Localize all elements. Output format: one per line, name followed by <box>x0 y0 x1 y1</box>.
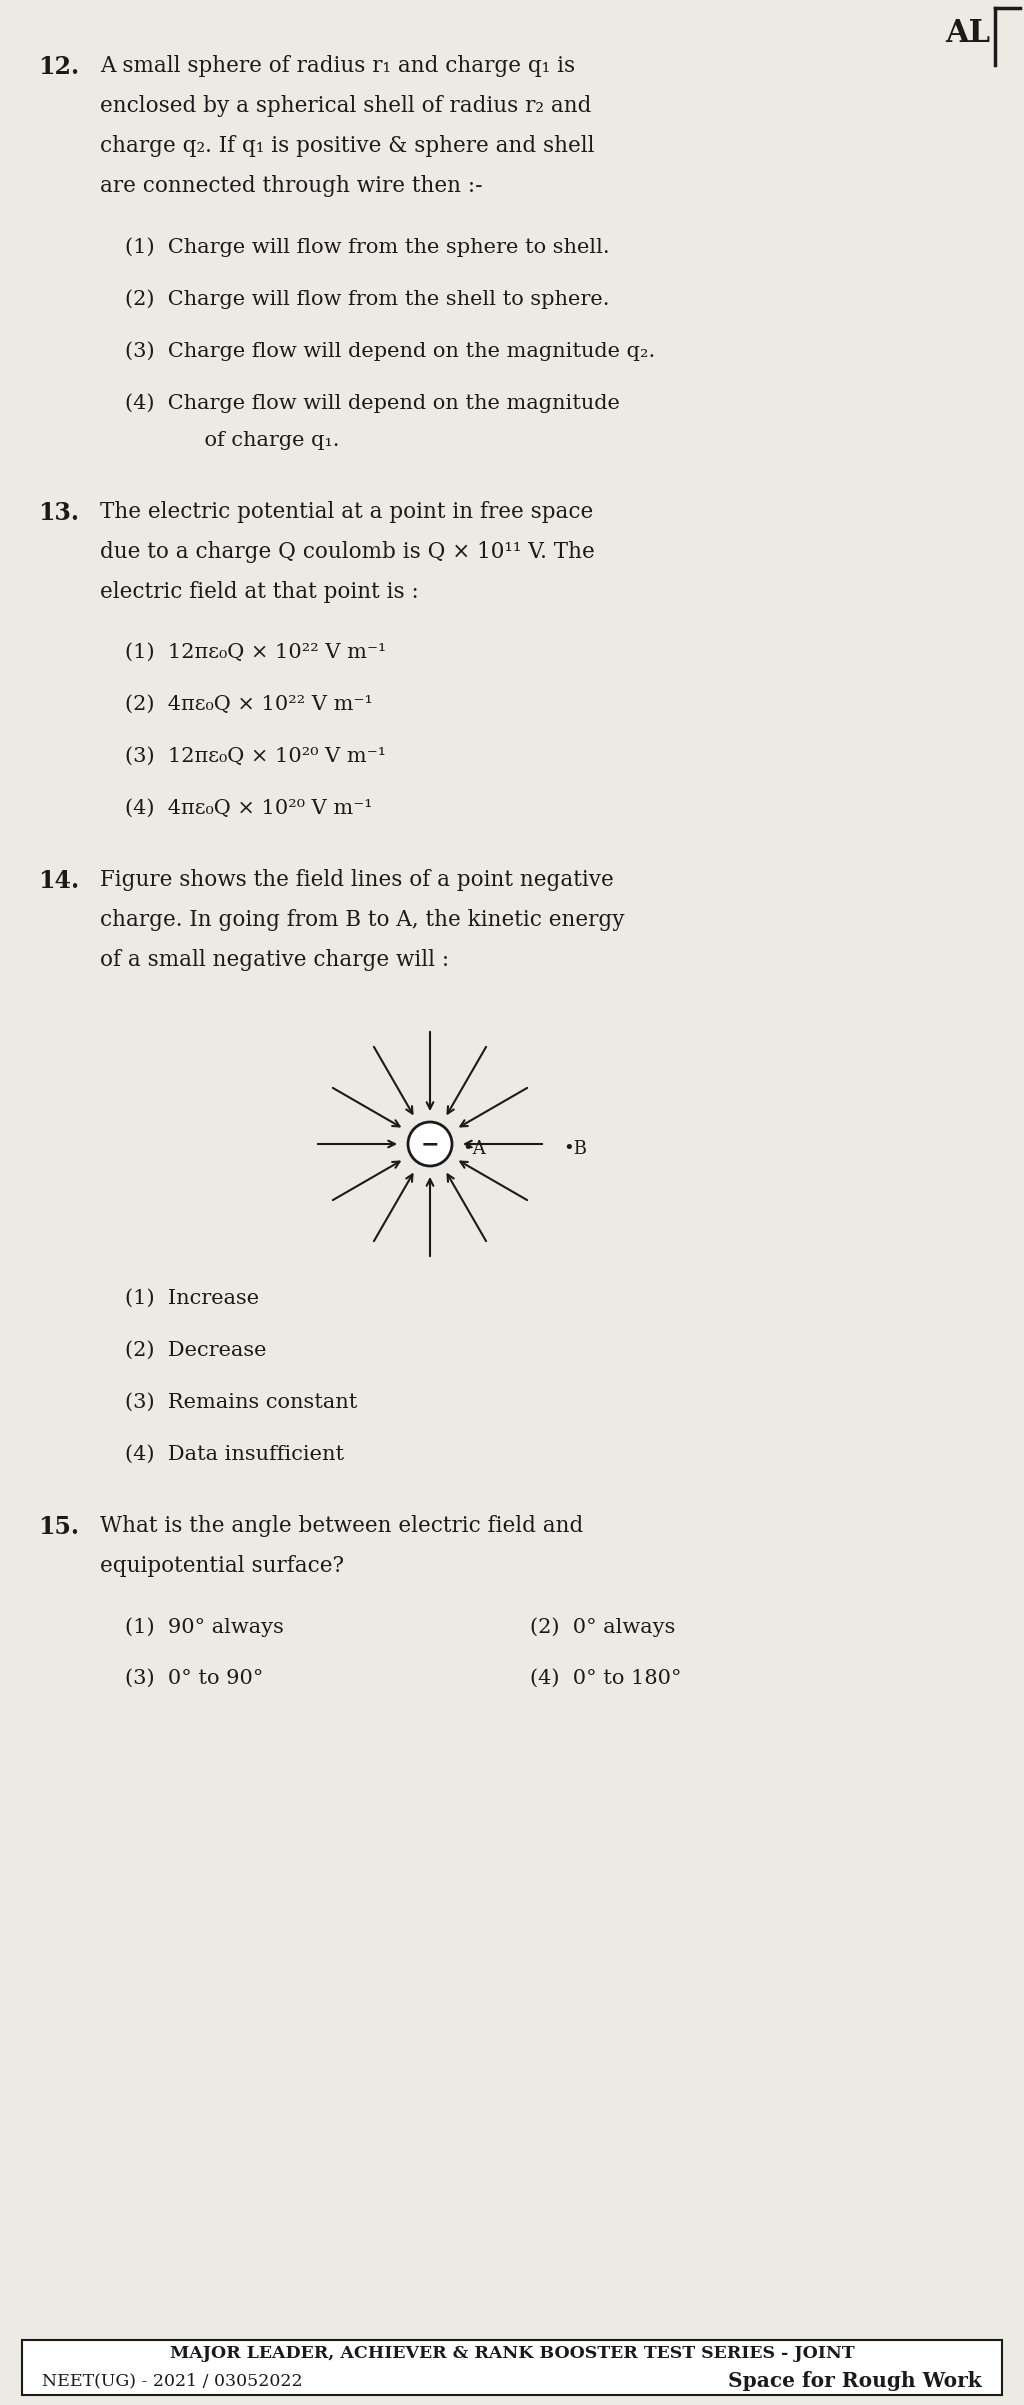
Text: (3)  0° to 90°: (3) 0° to 90° <box>125 1669 263 1688</box>
Text: (1)  12πε₀Q × 10²² V m⁻¹: (1) 12πε₀Q × 10²² V m⁻¹ <box>125 642 386 661</box>
Text: (1)  Increase: (1) Increase <box>125 1289 259 1308</box>
Text: (2)  4πε₀Q × 10²² V m⁻¹: (2) 4πε₀Q × 10²² V m⁻¹ <box>125 695 373 714</box>
Text: (4)  0° to 180°: (4) 0° to 180° <box>530 1669 682 1688</box>
Text: due to a charge Q coulomb is Q × 10¹¹ V. The: due to a charge Q coulomb is Q × 10¹¹ V.… <box>100 541 595 563</box>
Text: 15.: 15. <box>38 1515 79 1539</box>
Text: (1)  Charge will flow from the sphere to shell.: (1) Charge will flow from the sphere to … <box>125 238 609 257</box>
Text: 12.: 12. <box>38 55 79 79</box>
Text: What is the angle between electric field and: What is the angle between electric field… <box>100 1515 584 1537</box>
Text: (3)  12πε₀Q × 10²⁰ V m⁻¹: (3) 12πε₀Q × 10²⁰ V m⁻¹ <box>125 748 386 767</box>
Bar <box>22 2340 1002 2395</box>
Text: The electric potential at a point in free space: The electric potential at a point in fre… <box>100 500 593 522</box>
Text: (1)  90° always: (1) 90° always <box>125 1616 284 1638</box>
Text: •A: •A <box>462 1140 485 1157</box>
Text: charge. In going from B to A, the kinetic energy: charge. In going from B to A, the kineti… <box>100 909 625 931</box>
Text: AL: AL <box>945 17 990 48</box>
Text: (4)  Charge flow will depend on the magnitude: (4) Charge flow will depend on the magni… <box>125 392 620 414</box>
Circle shape <box>408 1123 452 1166</box>
Text: of a small negative charge will :: of a small negative charge will : <box>100 950 450 972</box>
Text: charge q₂. If q₁ is positive & sphere and shell: charge q₂. If q₁ is positive & sphere an… <box>100 135 595 156</box>
Text: A small sphere of radius r₁ and charge q₁ is: A small sphere of radius r₁ and charge q… <box>100 55 575 77</box>
Text: (2)  Charge will flow from the shell to sphere.: (2) Charge will flow from the shell to s… <box>125 289 609 308</box>
Text: (4)  4πε₀Q × 10²⁰ V m⁻¹: (4) 4πε₀Q × 10²⁰ V m⁻¹ <box>125 798 373 818</box>
Text: −: − <box>421 1135 439 1154</box>
Text: (2)  0° always: (2) 0° always <box>530 1616 676 1638</box>
Text: NEET(UG) - 2021 / 03052022: NEET(UG) - 2021 / 03052022 <box>42 2371 303 2391</box>
Text: are connected through wire then :-: are connected through wire then :- <box>100 176 482 197</box>
Text: (4)  Data insufficient: (4) Data insufficient <box>125 1445 344 1465</box>
Text: enclosed by a spherical shell of radius r₂ and: enclosed by a spherical shell of radius … <box>100 96 592 118</box>
Text: 13.: 13. <box>38 500 79 524</box>
Text: MAJOR LEADER, ACHIEVER & RANK BOOSTER TEST SERIES - JOINT: MAJOR LEADER, ACHIEVER & RANK BOOSTER TE… <box>170 2345 854 2362</box>
Text: electric field at that point is :: electric field at that point is : <box>100 582 419 604</box>
Text: (3)  Charge flow will depend on the magnitude q₂.: (3) Charge flow will depend on the magni… <box>125 342 655 361</box>
Text: Figure shows the field lines of a point negative: Figure shows the field lines of a point … <box>100 868 613 890</box>
Text: equipotential surface?: equipotential surface? <box>100 1556 344 1578</box>
Text: 14.: 14. <box>38 868 79 892</box>
Text: of charge q₁.: of charge q₁. <box>125 430 340 450</box>
Text: •B: •B <box>563 1140 587 1157</box>
Text: (3)  Remains constant: (3) Remains constant <box>125 1392 357 1412</box>
Text: (2)  Decrease: (2) Decrease <box>125 1342 266 1359</box>
Text: Space for Rough Work: Space for Rough Work <box>728 2371 982 2391</box>
